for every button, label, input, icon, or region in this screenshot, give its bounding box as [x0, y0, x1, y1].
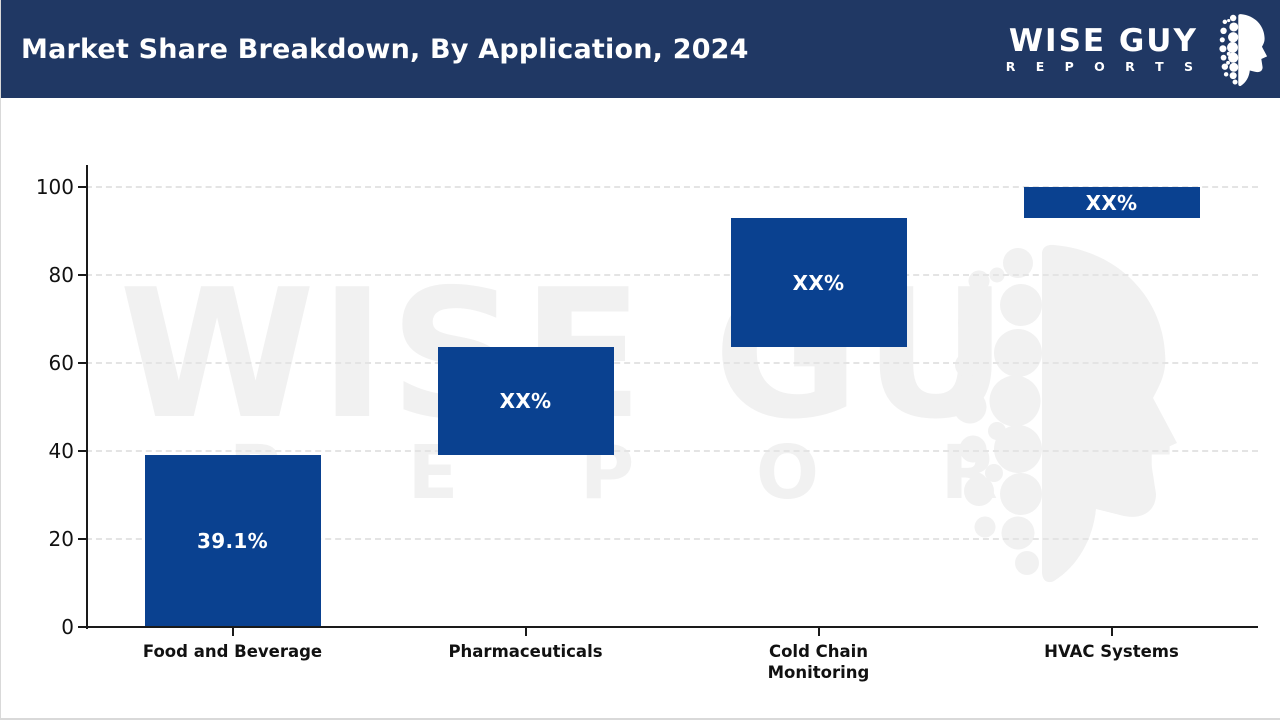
y-tick-label: 60	[48, 351, 74, 375]
y-tick-label: 40	[48, 439, 74, 463]
gridline	[86, 274, 1258, 276]
x-tick-mark	[524, 628, 527, 636]
bar-value-label: XX%	[1085, 190, 1138, 215]
watermark-face-profile-icon	[953, 244, 1177, 583]
watermark-subtext: R E P O R T S	[229, 430, 1280, 516]
gridline	[86, 362, 1258, 364]
chart-area: WISE GU R E P O R T S 0 20 40 60 80 100 39.1% F…	[1, 98, 1280, 718]
y-tick-mark	[78, 626, 86, 628]
bar-cold-chain-monitoring: XX%	[730, 218, 907, 348]
bar-food-and-beverage: 39.1%	[144, 454, 321, 627]
bar-hvac-systems: XX%	[1023, 187, 1200, 219]
brand-name: WISE GUY	[1008, 23, 1198, 60]
gridline	[86, 450, 1258, 452]
category-label: Pharmaceuticals	[448, 642, 603, 661]
y-tick-mark	[78, 186, 86, 188]
category-label: Cold Chain Monitoring	[767, 642, 870, 682]
y-tick-label: 80	[48, 263, 74, 287]
bar-pharmaceuticals: XX%	[437, 347, 614, 455]
y-axis-spine	[86, 165, 88, 629]
bar-value-label: XX%	[499, 389, 552, 414]
brand-logo: WISE GUY R E P O R T S	[1006, 6, 1269, 94]
header-bar: Market Share Breakdown, By Application, …	[1, 0, 1280, 98]
x-tick-mark	[1110, 628, 1113, 636]
y-tick-label: 0	[61, 615, 74, 639]
y-tick-label: 20	[48, 527, 74, 551]
category-label: HVAC Systems	[1044, 642, 1179, 661]
gridline	[86, 538, 1258, 540]
x-axis-spine	[86, 626, 1258, 628]
brand-logo-text: WISE GUY R E P O R T S	[1006, 26, 1201, 74]
y-tick-mark	[78, 362, 86, 364]
bar-value-label: XX%	[792, 270, 845, 295]
category-label: Food and Beverage	[142, 642, 323, 661]
y-tick-mark	[78, 450, 86, 452]
brand-subname: R E P O R T S	[1005, 59, 1201, 75]
x-tick-mark	[817, 628, 820, 636]
face-profile-icon	[1219, 14, 1268, 87]
y-tick-label: 100	[35, 175, 74, 199]
gridline	[86, 186, 1258, 188]
y-tick-mark	[78, 274, 86, 276]
x-tick-mark	[231, 628, 234, 636]
y-tick-mark	[78, 538, 86, 540]
page-title: Market Share Breakdown, By Application, …	[21, 33, 749, 65]
bar-value-label: 39.1%	[197, 528, 268, 553]
